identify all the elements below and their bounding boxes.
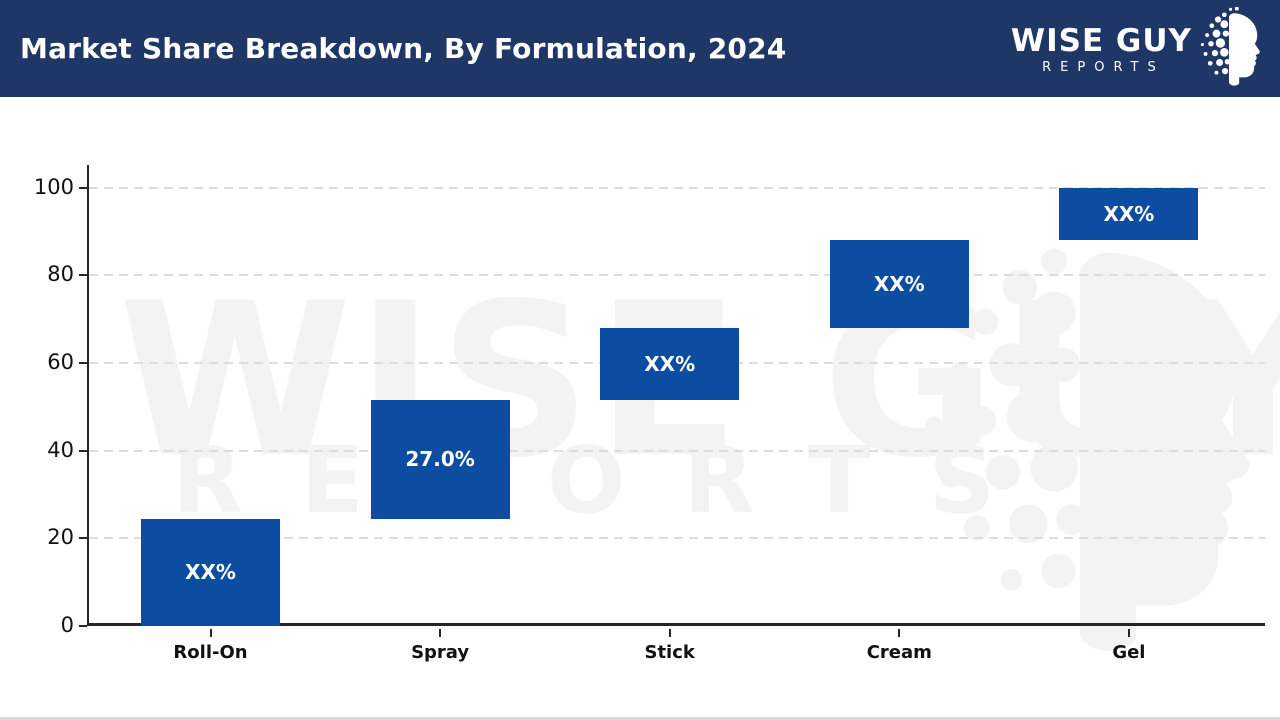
bar-roll-on: XX% xyxy=(141,518,280,626)
logo: WISE GUY REPORTS xyxy=(1010,7,1272,92)
x-tick-mark xyxy=(898,629,901,637)
y-tick-label: 80 xyxy=(47,262,74,287)
y-tick-label: 40 xyxy=(47,437,74,462)
x-tick-label: Roll-On xyxy=(173,642,248,663)
x-tick-label: Gel xyxy=(1112,642,1146,663)
bar-stick: XX% xyxy=(600,327,740,401)
x-tick-mark xyxy=(1127,629,1130,637)
y-tick-label: 100 xyxy=(33,174,74,199)
gridline-40 xyxy=(89,449,1265,452)
y-tick-mark xyxy=(79,625,87,627)
y-tick-mark xyxy=(79,537,87,540)
x-tick-mark xyxy=(668,629,671,637)
gridline-20 xyxy=(89,537,1265,540)
bar-gel: XX% xyxy=(1059,187,1199,241)
y-tick-label: 20 xyxy=(47,525,74,550)
gridline-80 xyxy=(89,274,1265,277)
bar-value-label: XX% xyxy=(185,560,236,585)
x-tick-mark xyxy=(439,629,442,637)
bar-value-label: 27.0% xyxy=(405,447,475,472)
chart-title: Market Share Breakdown, By Formulation, … xyxy=(20,32,787,65)
bar-value-label: XX% xyxy=(873,271,925,296)
logo-text: WISE GUY REPORTS xyxy=(1010,22,1192,75)
logo-subtext: REPORTS xyxy=(1042,59,1165,75)
bar-spray: 27.0% xyxy=(370,400,510,519)
y-tick-mark xyxy=(79,361,87,364)
y-tick-label: 60 xyxy=(47,349,74,374)
watermark-head-icon xyxy=(925,248,1250,651)
bar-value-label: XX% xyxy=(1103,201,1155,226)
x-tick-label: Stick xyxy=(644,642,695,663)
x-tick-label: Cream xyxy=(866,642,932,663)
logo-wordmark: WISE GUY xyxy=(1010,22,1192,59)
logo-head-icon xyxy=(1200,7,1260,86)
header: Market Share Breakdown, By Formulation, … xyxy=(0,0,1280,97)
x-tick-label: Spray xyxy=(411,642,470,663)
y-tick-mark xyxy=(79,449,87,452)
bottom-border xyxy=(0,717,1280,720)
x-tick-mark xyxy=(209,629,212,637)
chart-canvas: WISE GUY REPORTS XX%27.0%XX%XX%XX% Roll-… xyxy=(0,97,1280,717)
y-tick-mark xyxy=(79,186,87,189)
bar-value-label: XX% xyxy=(644,351,696,376)
plot-area: XX% 27.0% XX% XX% XX% xyxy=(87,165,1265,626)
y-tick-label: 0 xyxy=(60,613,74,637)
gridline-100 xyxy=(89,186,1265,189)
bar-cream: XX% xyxy=(829,240,969,328)
y-tick-mark xyxy=(79,274,87,277)
